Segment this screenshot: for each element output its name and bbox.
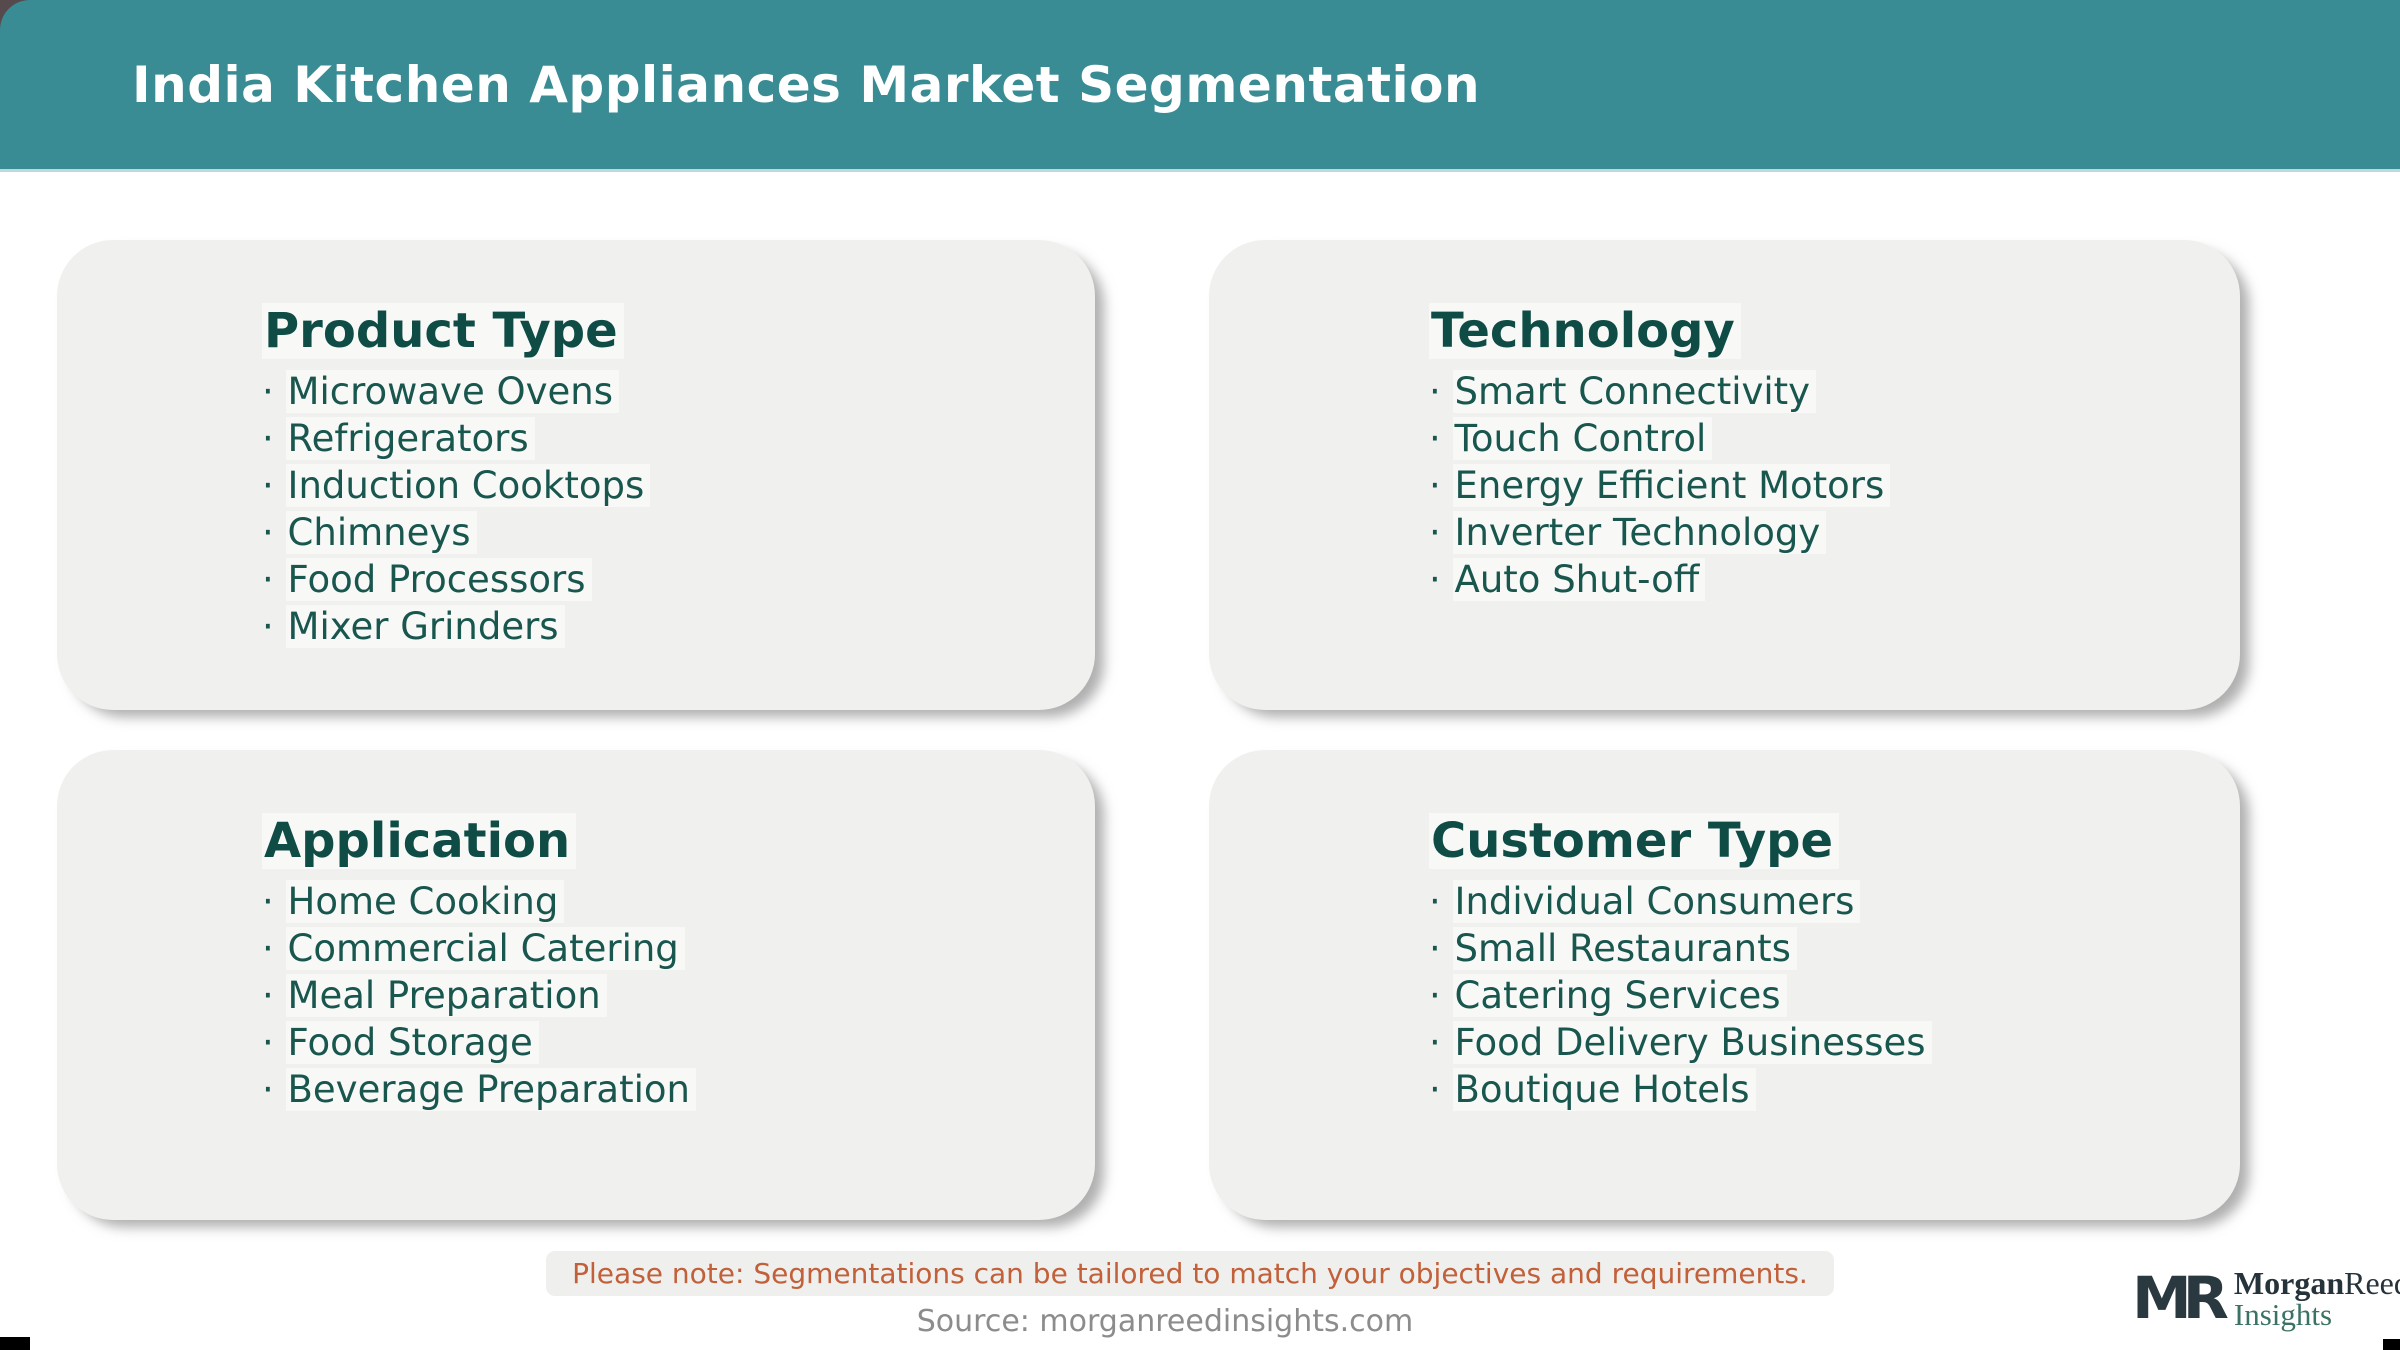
header-bar: India Kitchen Appliances Market Segmenta… [0, 0, 2400, 172]
list-item: Beverage Preparation [262, 1066, 1095, 1113]
card-application: Application Home CookingCommercial Cater… [57, 750, 1095, 1220]
card-content: Technology Smart ConnectivityTouch Contr… [1209, 240, 2240, 603]
source-wrap: Source: morganreedinsights.com [0, 1302, 2330, 1342]
card-title-application: Application [262, 812, 1095, 870]
card-list-technology: Smart ConnectivityTouch ControlEnergy Ef… [1429, 368, 2240, 603]
card-list-application: Home CookingCommercial CateringMeal Prep… [262, 878, 1095, 1113]
list-item: Commercial Catering [262, 925, 1095, 972]
list-item: Refrigerators [262, 415, 1095, 462]
logo-name: MorganReed [2233, 1265, 2400, 1301]
list-item: Inverter Technology [1429, 509, 2240, 556]
list-item: Individual Consumers [1429, 878, 2240, 925]
card-title-customer-type: Customer Type [1429, 812, 2240, 870]
list-item: Chimneys [262, 509, 1095, 556]
list-item: Auto Shut-off [1429, 556, 2240, 603]
list-item: Food Processors [262, 556, 1095, 603]
list-item: Meal Preparation [262, 972, 1095, 1019]
card-title-product-type: Product Type [262, 302, 1095, 360]
list-item: Smart Connectivity [1429, 368, 2240, 415]
logo-tagline: Insights [2233, 1297, 2333, 1332]
screen-artifact-bottom-left [0, 1337, 30, 1350]
note-banner: Please note: Segmentations can be tailor… [546, 1251, 1834, 1296]
page-title: India Kitchen Appliances Market Segmenta… [132, 55, 1481, 114]
list-item: Induction Cooktops [262, 462, 1095, 509]
list-item: Touch Control [1429, 415, 2240, 462]
screen-artifact-bottom-right [2383, 1339, 2400, 1350]
card-product-type: Product Type Microwave OvensRefrigerator… [57, 240, 1095, 710]
card-list-product-type: Microwave OvensRefrigeratorsInduction Co… [262, 368, 1095, 650]
card-customer-type: Customer Type Individual ConsumersSmall … [1209, 750, 2240, 1220]
logo-text: MorganReed Insights [2233, 1265, 2400, 1332]
list-item: Boutique Hotels [1429, 1066, 2240, 1113]
note-wrap: Please note: Segmentations can be tailor… [0, 1251, 2380, 1296]
mr-monogram-icon: MR [2132, 1265, 2229, 1333]
card-content: Customer Type Individual ConsumersSmall … [1209, 750, 2240, 1113]
source-text: Source: morganreedinsights.com [916, 1304, 1414, 1339]
list-item: Mixer Grinders [262, 603, 1095, 650]
list-item: Home Cooking [262, 878, 1095, 925]
card-content: Product Type Microwave OvensRefrigerator… [57, 240, 1095, 650]
card-content: Application Home CookingCommercial Cater… [57, 750, 1095, 1113]
list-item: Small Restaurants [1429, 925, 2240, 972]
card-list-customer-type: Individual ConsumersSmall RestaurantsCat… [1429, 878, 2240, 1113]
list-item: Food Delivery Businesses [1429, 1019, 2240, 1066]
list-item: Food Storage [262, 1019, 1095, 1066]
card-title-technology: Technology [1429, 302, 2240, 360]
list-item: Energy Efficient Motors [1429, 462, 2240, 509]
list-item: Microwave Ovens [262, 368, 1095, 415]
list-item: Catering Services [1429, 972, 2240, 1019]
morganreed-logo: MR MorganReed Insights [2132, 1265, 2400, 1333]
card-technology: Technology Smart ConnectivityTouch Contr… [1209, 240, 2240, 710]
